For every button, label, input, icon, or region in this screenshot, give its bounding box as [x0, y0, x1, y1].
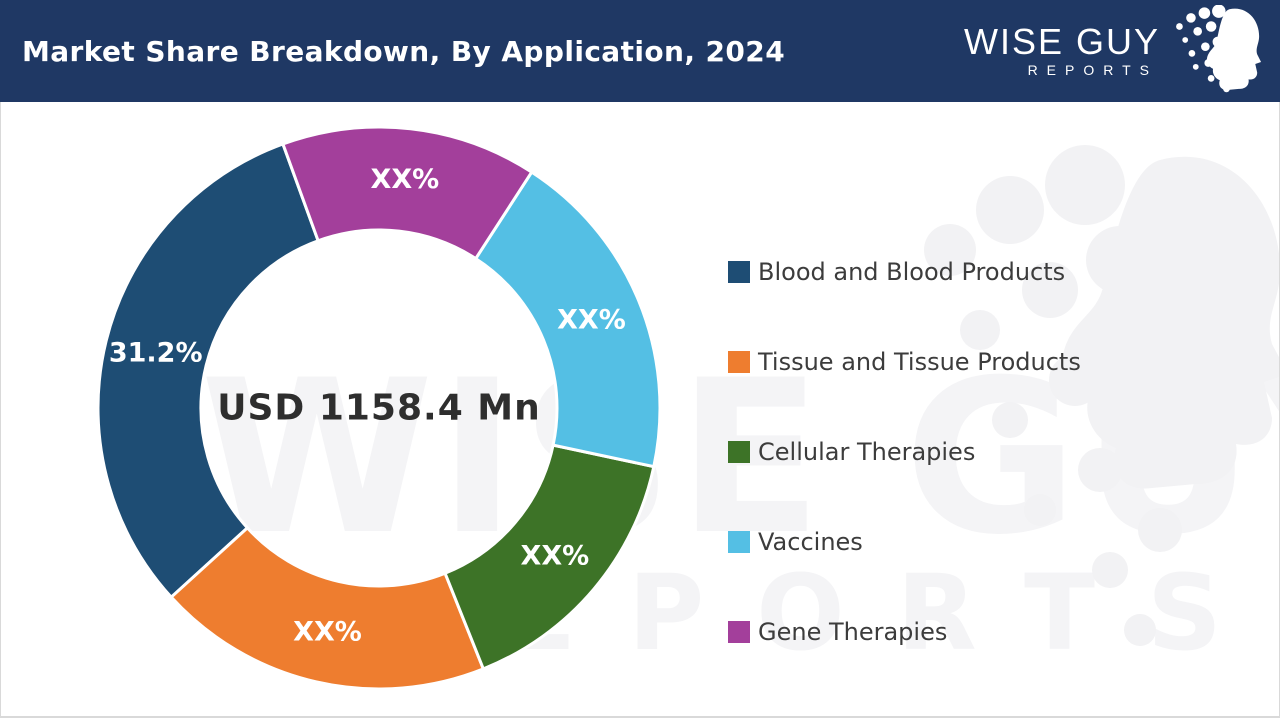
page-title: Market Share Breakdown, By Application, … [22, 34, 786, 68]
donut-slice-gene-therapies [280, 125, 534, 261]
wise-guy-logo: WISE GUY REPORTS [964, 5, 1280, 97]
logo-face-icon [1176, 5, 1262, 93]
slice-label-cellular-therapies: XX% [521, 541, 590, 572]
legend-label-blood: Blood and Blood Products [758, 258, 1066, 286]
legend-swatch-gene [728, 621, 750, 643]
donut-slice-vaccines [473, 170, 662, 469]
left-border [0, 102, 1, 718]
logo-wordmark-line1: WISE GUY [963, 21, 1160, 62]
legend-label-cellular: Cellular Therapies [758, 438, 976, 466]
watermark-face-icon [924, 145, 1280, 646]
legend-swatch-vaccines [728, 531, 750, 553]
slice-label-vaccines: XX% [557, 304, 626, 335]
logo-wordmark-line2: REPORTS [1027, 62, 1158, 78]
legend-item-gene-therapies: Gene Therapies [728, 615, 1081, 649]
slice-label-blood-and-blood-products: 31.2% [109, 337, 203, 368]
legend-item-vaccines: Vaccines [728, 525, 1081, 559]
legend-swatch-tissue [728, 351, 750, 373]
legend-label-vaccines: Vaccines [758, 528, 863, 556]
legend-item-tissue-and-tissue-products: Tissue and Tissue Products [728, 345, 1081, 379]
legend-item-cellular-therapies: Cellular Therapies [728, 435, 1081, 469]
bottom-border [0, 716, 1280, 718]
slice-label-tissue-and-tissue-products: XX% [293, 617, 362, 648]
legend-swatch-blood [728, 261, 750, 283]
donut-chart: 31.2% XX% XX% XX% XX% [96, 125, 662, 691]
legend-label-tissue: Tissue and Tissue Products [758, 348, 1081, 376]
donut-center-value: USD 1158.4 Mn [217, 387, 541, 429]
legend-label-gene: Gene Therapies [758, 618, 948, 646]
donut-slice-tissue-and-tissue-products [169, 525, 486, 691]
logo-wordmark: WISE GUY REPORTS [963, 21, 1160, 79]
slice-label-gene-therapies: XX% [371, 164, 440, 195]
header-bar: Market Share Breakdown, By Application, … [0, 0, 1280, 102]
legend-swatch-cellular [728, 441, 750, 463]
donut-slice-blood-and-blood-products [96, 142, 321, 600]
legend-item-blood-and-blood-products: Blood and Blood Products [728, 255, 1081, 289]
chart-legend: Blood and Blood Products Tissue and Tiss… [728, 255, 1081, 649]
